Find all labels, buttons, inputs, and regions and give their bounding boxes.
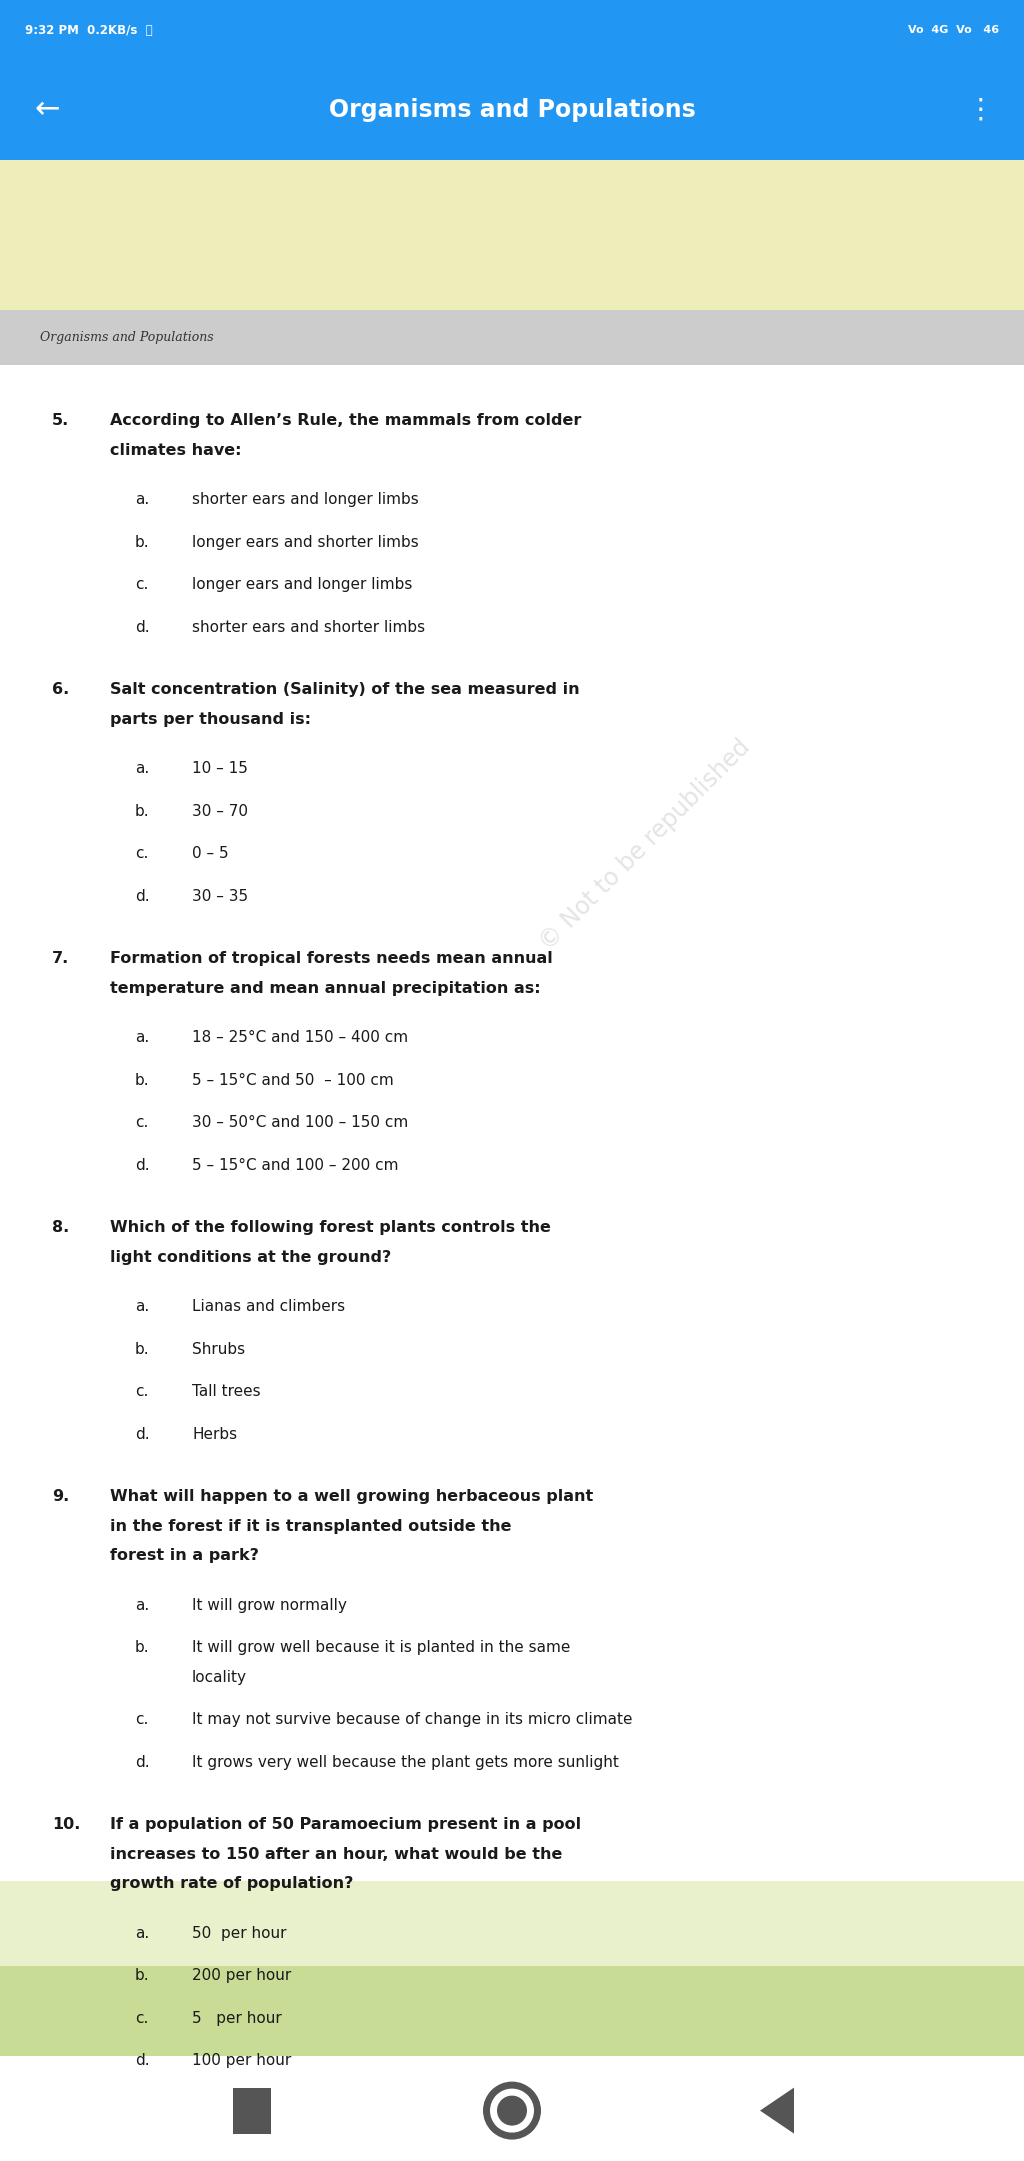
Text: 5 – 15°C and 50  – 100 cm: 5 – 15°C and 50 – 100 cm (193, 1072, 394, 1087)
Bar (233, 2088, 271, 2133)
Text: parts per thousand is:: parts per thousand is: (110, 711, 311, 726)
Text: a.: a. (135, 1925, 150, 1941)
Text: c.: c. (135, 1712, 148, 1727)
Text: c.: c. (135, 577, 148, 592)
Text: shorter ears and shorter limbs: shorter ears and shorter limbs (193, 620, 425, 635)
Text: 100 per hour: 100 per hour (193, 2053, 291, 2068)
Text: Lianas and climbers: Lianas and climbers (193, 1299, 345, 1314)
Text: 8.: 8. (52, 1221, 70, 1234)
Ellipse shape (483, 2081, 541, 2139)
Bar (0, 309, 1024, 365)
Text: ⋮: ⋮ (967, 95, 994, 123)
Text: 50  per hour: 50 per hour (193, 1925, 287, 1941)
Text: a.: a. (135, 1031, 150, 1046)
Text: b.: b. (135, 804, 150, 819)
Text: 5   per hour: 5 per hour (193, 2010, 282, 2025)
Text: b.: b. (135, 1640, 150, 1655)
Text: 6.: 6. (52, 683, 70, 698)
Text: Salt concentration (Salinity) of the sea measured in: Salt concentration (Salinity) of the sea… (110, 683, 580, 698)
Text: Herbs: Herbs (193, 1426, 238, 1441)
Text: 5 – 15°C and 100 – 200 cm: 5 – 15°C and 100 – 200 cm (193, 1158, 398, 1173)
Text: 30 – 70: 30 – 70 (193, 804, 248, 819)
Text: c.: c. (135, 845, 148, 860)
Text: What will happen to a well growing herbaceous plant: What will happen to a well growing herba… (110, 1489, 593, 1504)
Text: According to Allen’s Rule, the mammals from colder: According to Allen’s Rule, the mammals f… (110, 413, 582, 428)
Ellipse shape (497, 2096, 527, 2126)
Text: 5.: 5. (52, 413, 70, 428)
Text: Tall trees: Tall trees (193, 1383, 261, 1398)
Text: increases to 150 after an hour, what would be the: increases to 150 after an hour, what wou… (110, 1845, 562, 1861)
Text: d.: d. (135, 620, 150, 635)
Text: in the forest if it is transplanted outside the: in the forest if it is transplanted outs… (110, 1519, 512, 1534)
Text: d.: d. (135, 1426, 150, 1441)
Text: 30 – 35: 30 – 35 (193, 888, 248, 903)
Text: It grows very well because the plant gets more sunlight: It grows very well because the plant get… (193, 1755, 618, 1770)
Text: Organisms and Populations: Organisms and Populations (40, 331, 214, 344)
Text: 18 – 25°C and 150 – 400 cm: 18 – 25°C and 150 – 400 cm (193, 1031, 409, 1046)
Text: longer ears and longer limbs: longer ears and longer limbs (193, 577, 413, 592)
Text: If a population of 50 Paramoecium present in a pool: If a population of 50 Paramoecium presen… (110, 1817, 582, 1833)
Text: shorter ears and longer limbs: shorter ears and longer limbs (193, 493, 419, 508)
Text: d.: d. (135, 2053, 150, 2068)
Text: 30 – 50°C and 100 – 150 cm: 30 – 50°C and 100 – 150 cm (193, 1115, 409, 1130)
Text: It will grow well because it is planted in the same: It will grow well because it is planted … (193, 1640, 570, 1655)
Text: a.: a. (135, 493, 150, 508)
Bar (0, 61, 1024, 160)
Text: light conditions at the ground?: light conditions at the ground? (110, 1249, 391, 1264)
Text: It may not survive because of change in its micro climate: It may not survive because of change in … (193, 1712, 633, 1727)
Text: growth rate of population?: growth rate of population? (110, 1876, 353, 1891)
Text: c.: c. (135, 2010, 148, 2025)
Text: 9.: 9. (52, 1489, 70, 1504)
Polygon shape (760, 2088, 794, 2133)
Text: Vo  4G  Vo   46: Vo 4G Vo 46 (908, 26, 999, 35)
Text: Shrubs: Shrubs (193, 1342, 245, 1357)
Text: Which of the following forest plants controls the: Which of the following forest plants con… (110, 1221, 551, 1234)
Text: Organisms and Populations: Organisms and Populations (329, 97, 695, 121)
Text: climates have:: climates have: (110, 443, 242, 458)
Text: b.: b. (135, 534, 150, 549)
Text: b.: b. (135, 1072, 150, 1087)
Text: d.: d. (135, 1158, 150, 1173)
Bar (0, 2055, 1024, 2161)
Text: temperature and mean annual precipitation as:: temperature and mean annual precipitatio… (110, 981, 541, 996)
Text: 10.: 10. (52, 1817, 80, 1833)
Bar (0, 365, 1024, 1880)
Text: It will grow normally: It will grow normally (193, 1597, 347, 1612)
Text: 0 – 5: 0 – 5 (193, 845, 228, 860)
Text: longer ears and shorter limbs: longer ears and shorter limbs (193, 534, 419, 549)
Text: © Not to be republished: © Not to be republished (536, 735, 755, 955)
Text: d.: d. (135, 1755, 150, 1770)
Text: 7.: 7. (52, 951, 70, 966)
Text: b.: b. (135, 1969, 150, 1984)
Text: locality: locality (193, 1670, 247, 1686)
Bar (0, 0, 1024, 61)
Text: a.: a. (135, 1597, 150, 1612)
Text: a.: a. (135, 761, 150, 776)
Text: 9:32 PM  0.2KB/s  🔔: 9:32 PM 0.2KB/s 🔔 (25, 24, 153, 37)
Bar (0, 1967, 1024, 2055)
Text: 10 – 15: 10 – 15 (193, 761, 248, 776)
Text: c.: c. (135, 1115, 148, 1130)
Text: 200 per hour: 200 per hour (193, 1969, 291, 1984)
Text: d.: d. (135, 888, 150, 903)
Bar (0, 160, 1024, 309)
Text: Formation of tropical forests needs mean annual: Formation of tropical forests needs mean… (110, 951, 553, 966)
Text: ←: ← (35, 95, 60, 125)
Text: a.: a. (135, 1299, 150, 1314)
Text: forest in a park?: forest in a park? (110, 1547, 259, 1562)
Bar (0, 1880, 1024, 1967)
Text: b.: b. (135, 1342, 150, 1357)
Text: c.: c. (135, 1383, 148, 1398)
Ellipse shape (490, 2088, 534, 2133)
